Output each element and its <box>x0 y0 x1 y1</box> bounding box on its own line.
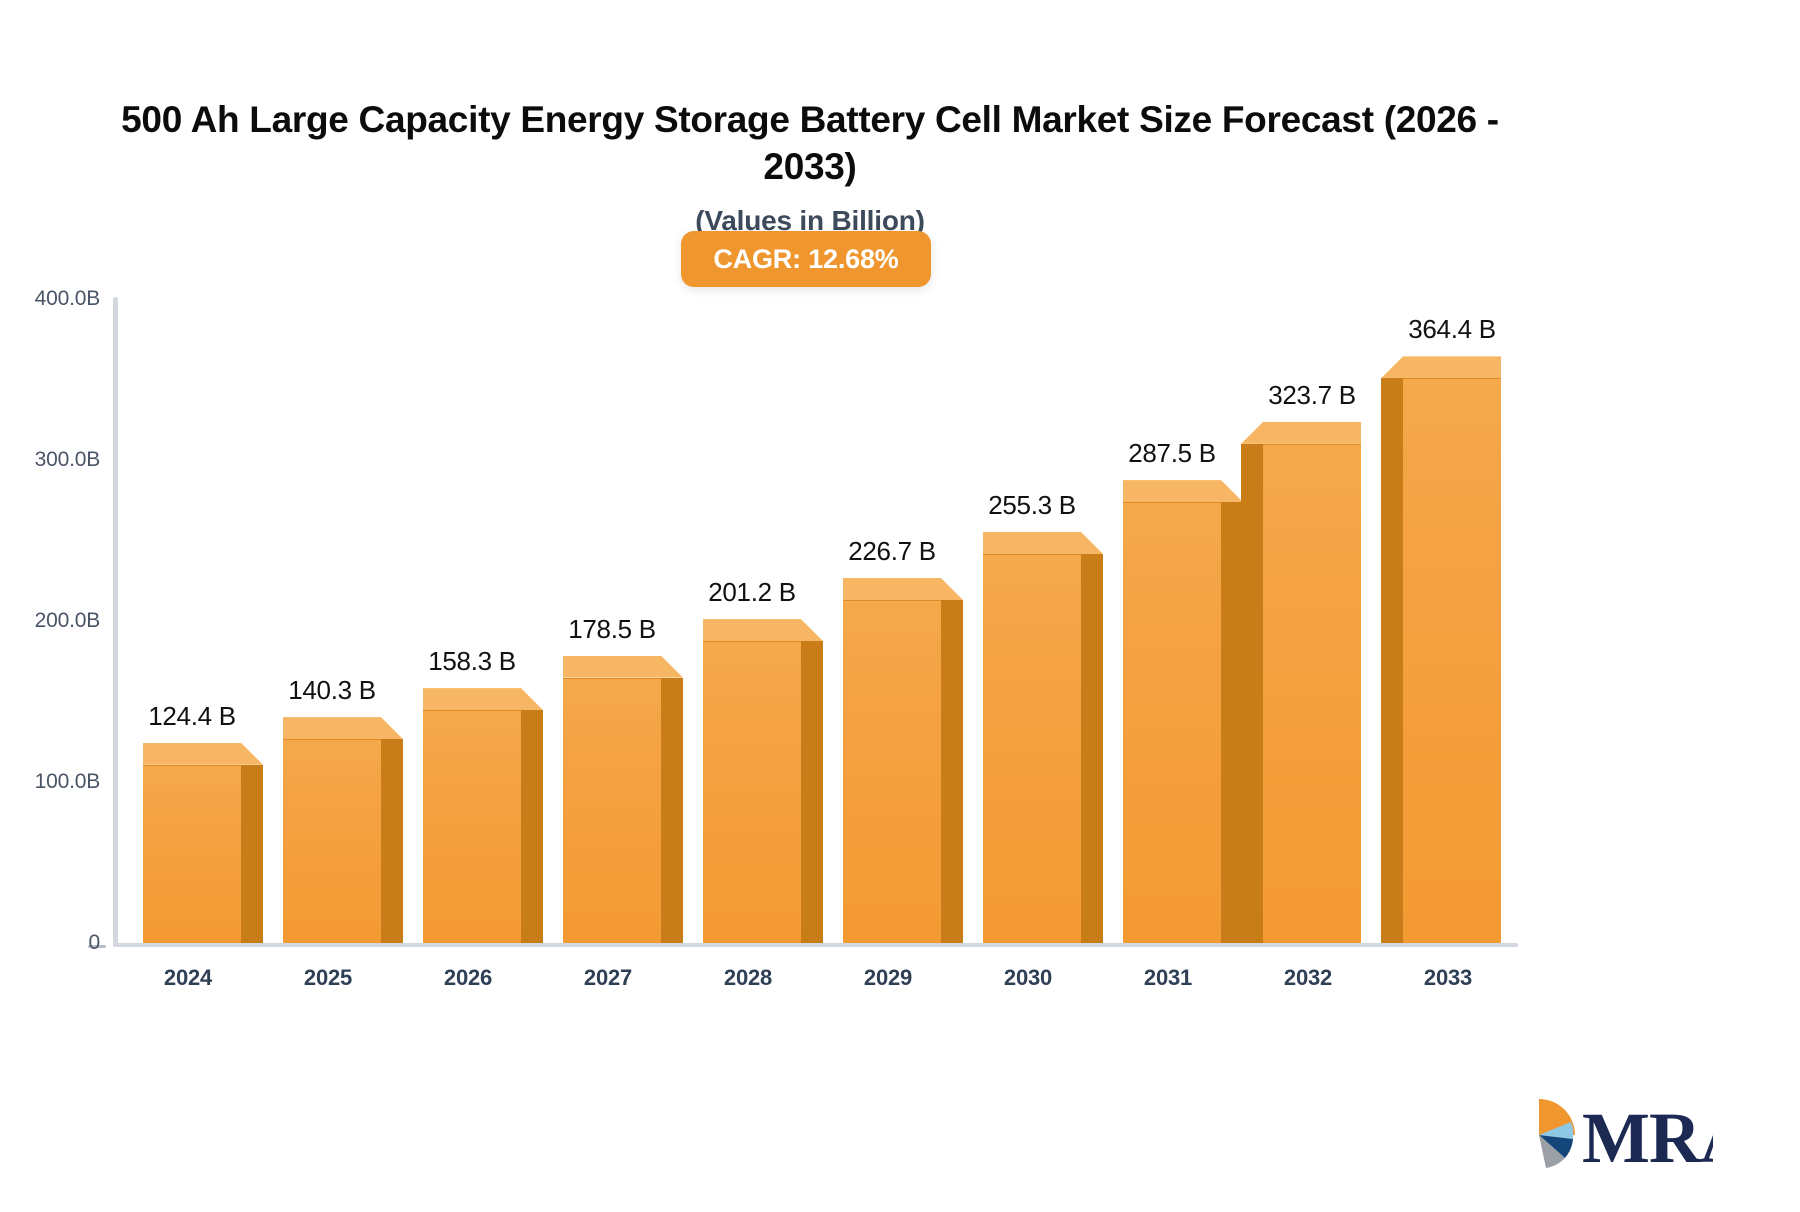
bar-side-face <box>1241 443 1263 943</box>
title-block: 500 Ah Large Capacity Energy Storage Bat… <box>110 96 1510 237</box>
bar-front-face[interactable] <box>143 764 241 943</box>
bar-value-label: 364.4 B <box>1408 314 1496 345</box>
bar-top-face <box>563 655 683 678</box>
mra-logo: MRA <box>1498 1092 1753 1178</box>
bar-side-face <box>941 600 963 943</box>
x-tick-label-2027: 2027 <box>583 965 633 990</box>
bar-value-label: 178.5 B <box>568 613 656 644</box>
x-axis-line <box>113 943 1518 947</box>
y-tick-label: 100.0B <box>34 770 101 793</box>
y-axis-zero-tick <box>88 945 106 948</box>
bar-value-label: 323.7 B <box>1268 379 1356 410</box>
bar-side-face <box>1081 553 1103 943</box>
y-axis-tick-labels: 0 100.0B 200.0B 300.0B 400.0B <box>0 0 101 1212</box>
bar-value-label: 140.3 B <box>288 675 376 706</box>
x-tick-label-2033: 2033 <box>1423 965 1473 990</box>
bar-value-label: 158.3 B <box>428 646 516 677</box>
bar-front-face[interactable] <box>983 553 1081 943</box>
bar-value-label: 255.3 B <box>988 489 1076 520</box>
bar-front-face[interactable] <box>1263 443 1361 943</box>
x-tick-label-2028: 2028 <box>723 965 773 990</box>
bar-value-label: 201.2 B <box>708 577 796 608</box>
bar-top-face <box>703 619 823 642</box>
bar-side-face <box>661 677 683 943</box>
bar-value-label: 287.5 B <box>1128 438 1216 469</box>
bar-front-face[interactable] <box>423 710 521 943</box>
page-title: 500 Ah Large Capacity Energy Storage Bat… <box>121 99 1499 188</box>
y-axis-line <box>113 297 118 946</box>
bar-side-face <box>1221 502 1243 943</box>
pie-chart-icon <box>1503 1099 1575 1171</box>
y-tick-label: 0 <box>88 931 101 954</box>
bar-front-face[interactable] <box>703 641 801 943</box>
bar-top-face <box>283 717 403 740</box>
bar-side-face <box>241 764 263 943</box>
bar-top-face <box>1123 480 1243 503</box>
bar-front-face[interactable] <box>1403 378 1501 943</box>
x-tick-label-2031: 2031 <box>1143 965 1193 990</box>
bar-side-face <box>801 641 823 943</box>
bar-top-face <box>843 578 963 600</box>
x-tick-label-2030: 2030 <box>1003 965 1053 990</box>
bar-top-face <box>1381 356 1501 379</box>
x-tick-label-2029: 2029 <box>863 965 913 990</box>
bar-side-face <box>381 739 403 943</box>
x-tick-label-2025: 2025 <box>303 965 353 990</box>
chart-subtitle: (Values in Billion) <box>695 204 925 236</box>
bar-value-label: 124.4 B <box>148 700 236 731</box>
bar-front-face[interactable] <box>283 739 381 943</box>
bar-top-face <box>983 531 1103 554</box>
logo-wordmark: MRA <box>1582 1098 1713 1178</box>
bar-side-face <box>521 710 543 943</box>
y-tick-label: 400.0B <box>34 287 101 310</box>
bar-top-face <box>143 742 263 765</box>
x-tick-label-2026: 2026 <box>443 965 493 990</box>
bar-front-face[interactable] <box>1123 502 1221 943</box>
x-tick-label-2032: 2032 <box>1283 965 1333 990</box>
y-tick-label: 200.0B <box>34 609 101 632</box>
bar-top-face <box>1241 421 1361 444</box>
bar-top-face <box>423 688 543 711</box>
x-tick-label-2024: 2024 <box>163 965 213 990</box>
y-tick-label: 300.0B <box>34 448 101 471</box>
bar-front-face[interactable] <box>563 677 661 943</box>
bar-front-face[interactable] <box>843 600 941 943</box>
bar-value-label: 226.7 B <box>848 536 936 566</box>
bar-side-face <box>1381 378 1403 943</box>
cagr-badge: CAGR: 12.68% <box>681 231 931 287</box>
mra-logo-svg: MRA <box>1503 1098 1753 1178</box>
